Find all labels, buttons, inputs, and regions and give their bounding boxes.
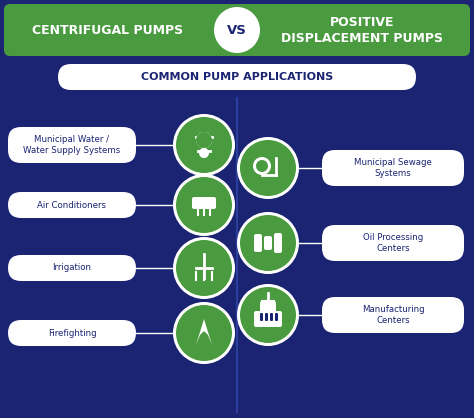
- Circle shape: [173, 174, 235, 236]
- FancyBboxPatch shape: [4, 4, 470, 56]
- FancyBboxPatch shape: [264, 236, 272, 250]
- Polygon shape: [196, 319, 212, 345]
- Circle shape: [176, 240, 232, 296]
- Circle shape: [196, 132, 212, 148]
- Text: VS: VS: [227, 23, 247, 36]
- FancyBboxPatch shape: [322, 297, 464, 333]
- Text: Irrigation: Irrigation: [53, 263, 91, 273]
- Text: Firefighting: Firefighting: [48, 329, 96, 337]
- FancyBboxPatch shape: [322, 150, 464, 186]
- Circle shape: [237, 284, 299, 346]
- FancyBboxPatch shape: [270, 313, 273, 321]
- FancyBboxPatch shape: [8, 192, 136, 218]
- FancyBboxPatch shape: [8, 127, 136, 163]
- FancyBboxPatch shape: [260, 313, 263, 321]
- Text: Manufacturing
Centers: Manufacturing Centers: [362, 305, 424, 325]
- FancyBboxPatch shape: [265, 313, 268, 321]
- FancyBboxPatch shape: [275, 313, 278, 321]
- Text: COMMON PUMP APPLICATIONS: COMMON PUMP APPLICATIONS: [141, 72, 333, 82]
- Circle shape: [176, 117, 232, 173]
- Ellipse shape: [214, 7, 260, 53]
- FancyBboxPatch shape: [260, 301, 276, 313]
- Text: Municipal Water /
Water Supply Systems: Municipal Water / Water Supply Systems: [23, 135, 120, 155]
- Circle shape: [253, 157, 271, 175]
- FancyBboxPatch shape: [274, 233, 282, 253]
- FancyBboxPatch shape: [58, 64, 416, 90]
- Circle shape: [237, 212, 299, 274]
- Circle shape: [173, 302, 235, 364]
- Circle shape: [256, 160, 268, 172]
- Circle shape: [201, 152, 207, 158]
- Circle shape: [196, 132, 212, 148]
- Text: Oil Processing
Centers: Oil Processing Centers: [363, 233, 423, 253]
- Text: Municipal Sewage
Systems: Municipal Sewage Systems: [354, 158, 432, 178]
- FancyBboxPatch shape: [254, 234, 262, 252]
- FancyBboxPatch shape: [8, 255, 136, 281]
- Circle shape: [176, 305, 232, 361]
- Circle shape: [173, 237, 235, 299]
- Text: CENTRIFUGAL PUMPS: CENTRIFUGAL PUMPS: [32, 23, 183, 36]
- Circle shape: [173, 114, 235, 176]
- Circle shape: [240, 215, 296, 271]
- FancyBboxPatch shape: [254, 311, 282, 327]
- Text: Air Conditioners: Air Conditioners: [37, 201, 107, 209]
- FancyBboxPatch shape: [192, 197, 216, 209]
- Circle shape: [240, 287, 296, 343]
- Text: POSITIVE
DISPLACEMENT PUMPS: POSITIVE DISPLACEMENT PUMPS: [281, 15, 443, 44]
- Circle shape: [240, 140, 296, 196]
- FancyBboxPatch shape: [322, 225, 464, 261]
- FancyBboxPatch shape: [8, 320, 136, 346]
- Circle shape: [176, 177, 232, 233]
- Circle shape: [237, 137, 299, 199]
- Circle shape: [199, 148, 209, 158]
